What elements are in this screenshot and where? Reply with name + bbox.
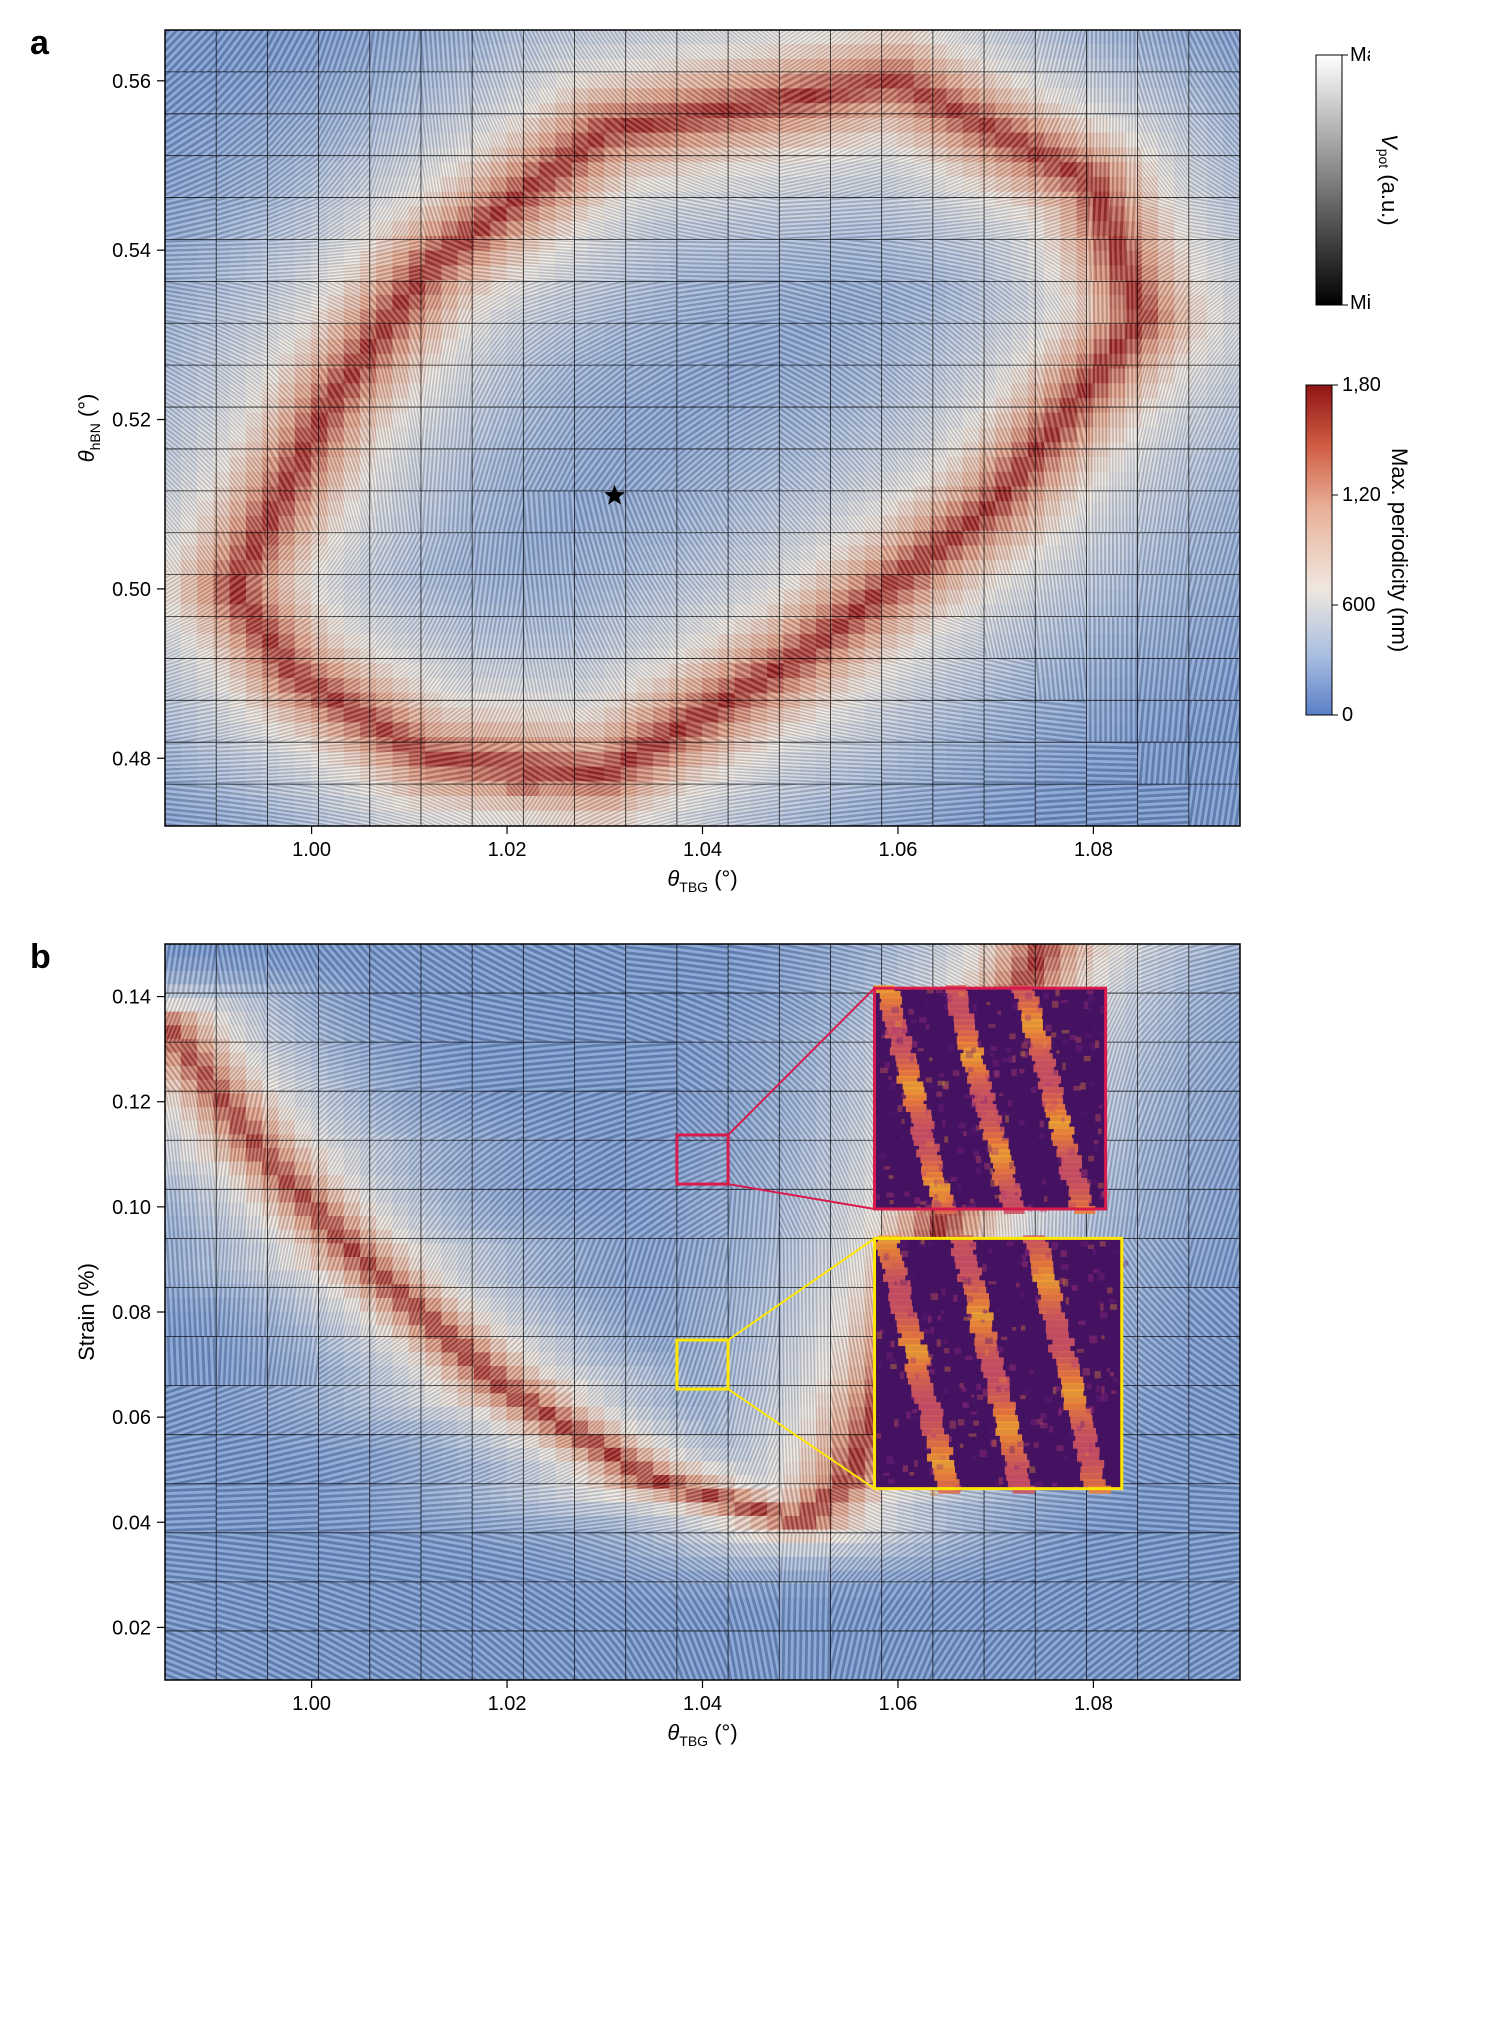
panel-a-svg: 1.00 1.02 1.04 1.06 1.08 0.48 0.50 0.52 0.54 0.56… [70,20,1250,900]
svg-text:0.52: 0.52 [112,410,151,432]
colorbar-vpot-label: Vpot (a.u.) [1376,134,1402,226]
colorbar-vpot: Max Min Vpot (a.u.) [1280,30,1402,330]
panel-b-label: b [30,934,70,977]
svg-text:1.00: 1.00 [292,839,331,861]
colorbar-period: 0 600 1,200 1,800 Max. periodicity (nm) [1270,360,1412,740]
row-panel-b: b 1.001.021.041.061.080.020.040.060.080.… [30,934,1471,1754]
svg-text:1,800: 1,800 [1342,374,1380,396]
inset-sim [874,985,1109,1216]
svg-text:1.08: 1.08 [1074,839,1113,861]
colorbars: Max Min Vpot (a.u.) 0 600 1,200 1,800 Max. p… [1270,30,1412,740]
panel-a-label: a [30,20,70,63]
svg-text:600: 600 [1342,594,1375,616]
panel-a-wrap: 1.00 1.02 1.04 1.06 1.08 0.48 0.50 0.52 0.54 0.56… [70,20,1250,900]
panel-b-svg: 1.001.021.041.061.080.020.040.060.080.10… [70,934,1250,1754]
svg-text:1.02: 1.02 [488,839,527,861]
panel-b-wrap: 1.001.021.041.061.080.020.040.060.080.10… [70,934,1250,1754]
svg-text:0.54: 0.54 [112,240,151,262]
svg-text:θhBN (°): θhBN (°) [74,394,103,463]
svg-text:0.56: 0.56 [112,71,151,93]
svg-text:θTBG (°): θTBG (°) [667,866,737,895]
svg-text:0: 0 [1342,704,1353,726]
colorbar-period-label: Max. periodicity (nm) [1386,448,1412,652]
row-panel-a: a 1.00 1.02 1.04 1.06 1.08 0.48 0.50 0.52 0.54 0.… [30,20,1471,900]
svg-text:0.48: 0.48 [112,748,151,770]
svg-text:1.06: 1.06 [878,839,917,861]
svg-text:1,200: 1,200 [1342,484,1380,506]
figure-root: a 1.00 1.02 1.04 1.06 1.08 0.48 0.50 0.52 0.54 0.… [0,0,1501,1784]
svg-text:Min: Min [1350,292,1370,314]
svg-text:1.04: 1.04 [683,839,722,861]
svg-text:0.50: 0.50 [112,579,151,601]
svg-text:Max: Max [1350,44,1370,66]
inset-exp [875,1235,1129,1496]
